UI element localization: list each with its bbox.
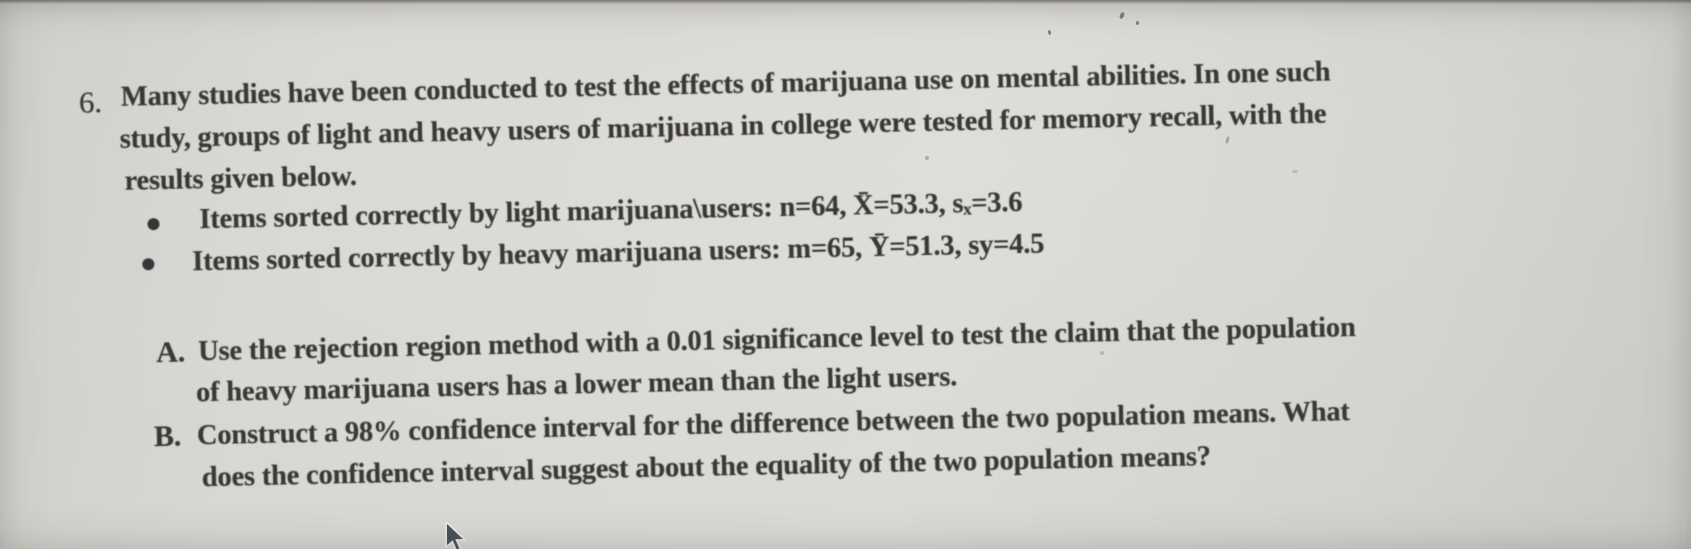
bullet-icon xyxy=(147,217,160,231)
part-b-label: B. xyxy=(153,419,182,454)
part-a-label: A. xyxy=(155,335,186,370)
problem-number: 6. xyxy=(78,84,103,120)
mouse-cursor-arrow-icon xyxy=(444,520,470,549)
dust-speck xyxy=(1047,29,1052,36)
problem-6: 6. Many studies have been conducted to t… xyxy=(62,24,1671,527)
bullet-icon xyxy=(142,258,155,271)
dust-speck xyxy=(1136,21,1139,25)
intro-line-3: results given below. xyxy=(124,160,358,197)
dust-speck xyxy=(1118,11,1126,20)
photo-top-edge-shadow xyxy=(0,0,1691,4)
